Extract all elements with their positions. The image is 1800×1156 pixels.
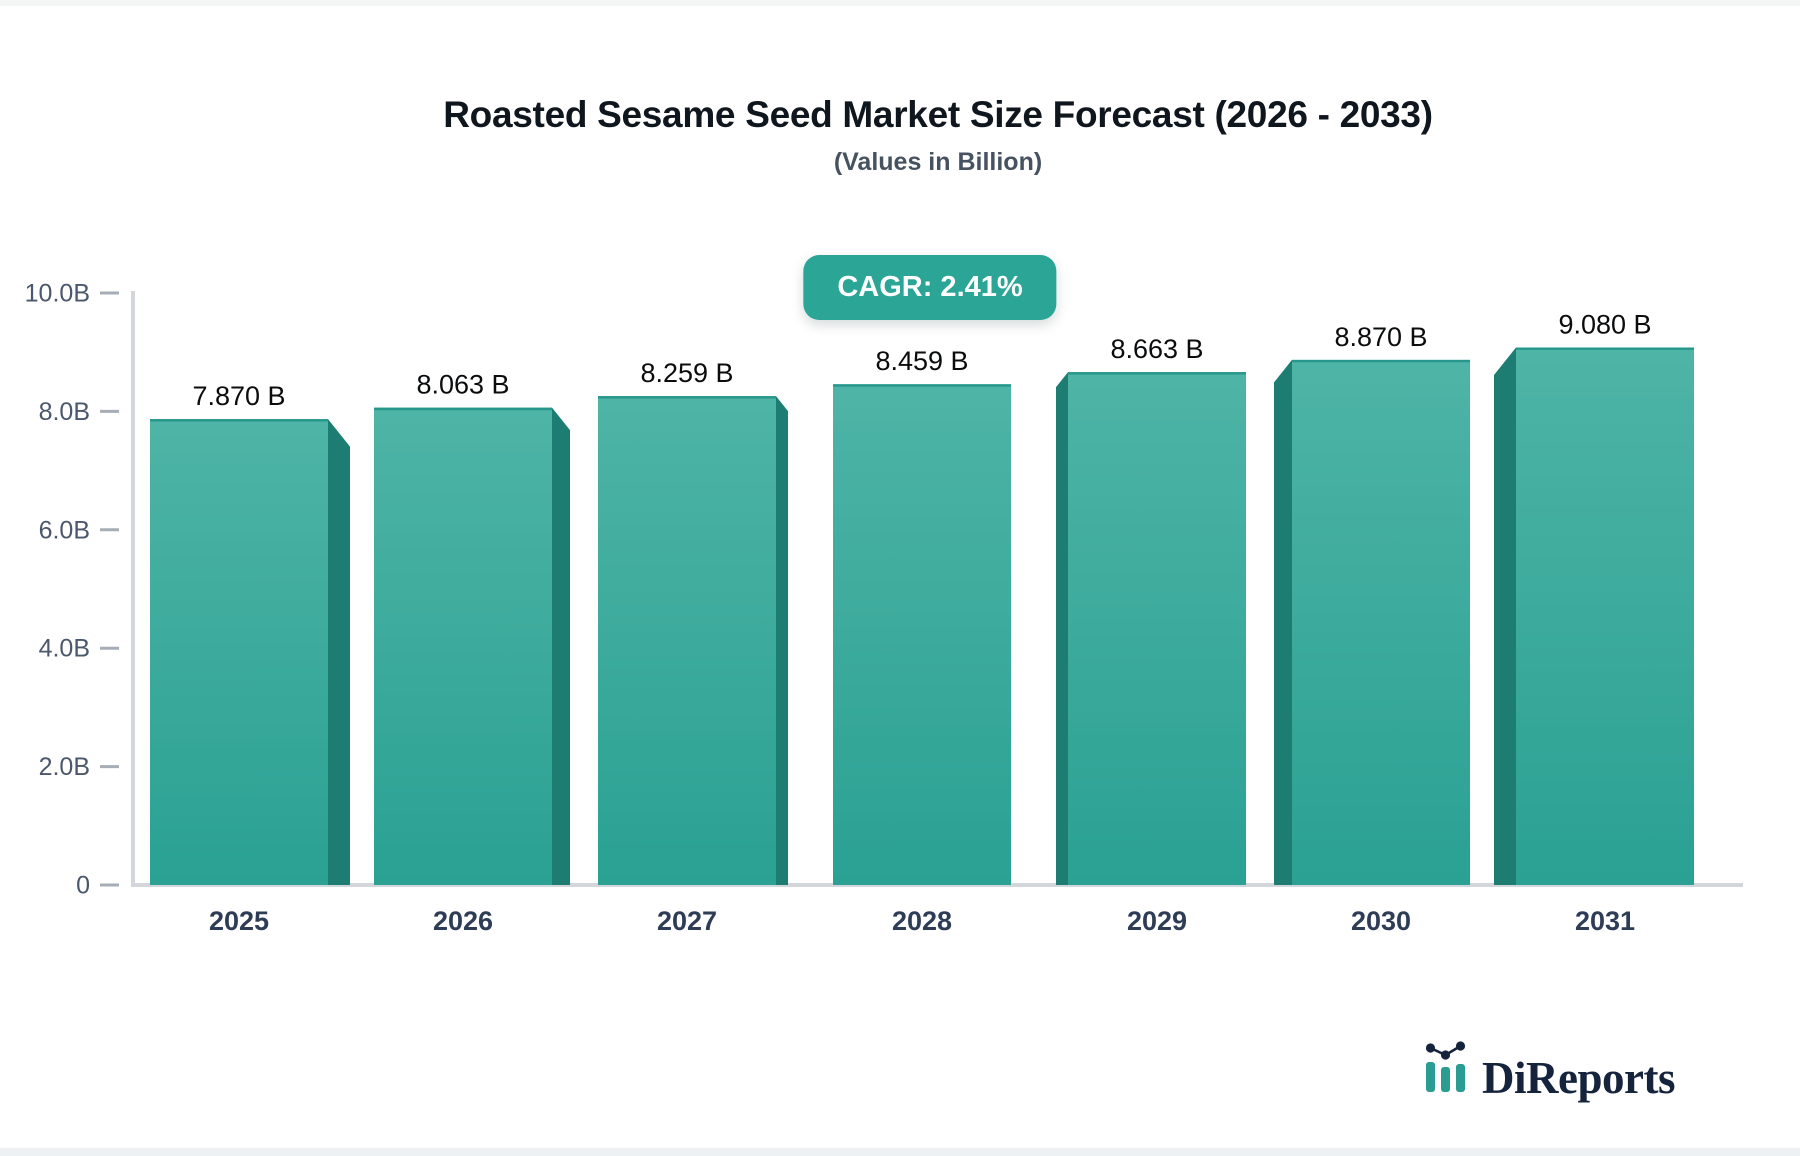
bar-side-panel bbox=[1056, 372, 1068, 885]
chart-title: Roasted Sesame Seed Market Size Forecast… bbox=[443, 94, 1433, 135]
x-axis-label: 2030 bbox=[1351, 906, 1411, 936]
x-axis-label: 2026 bbox=[433, 906, 493, 936]
bar-2028 bbox=[833, 384, 1011, 885]
bar-side-panel bbox=[1274, 359, 1292, 885]
bar-side-panel bbox=[1494, 347, 1516, 885]
y-axis-tick-label: 0 bbox=[76, 872, 90, 900]
y-axis-tick-label: 4.0B bbox=[39, 635, 90, 663]
bar-value-label: 7.870 B bbox=[192, 381, 285, 411]
bar-side-panel bbox=[552, 407, 570, 885]
bar-2027 bbox=[598, 396, 776, 885]
bar-value-label: 8.870 B bbox=[1334, 322, 1427, 352]
y-axis-tick-label: 8.0B bbox=[39, 398, 90, 426]
bar-value-label: 8.259 B bbox=[640, 358, 733, 388]
bar-side-panel bbox=[328, 419, 350, 885]
top-divider bbox=[0, 0, 1800, 6]
bar-value-label: 8.063 B bbox=[416, 370, 509, 400]
bar-side-panel bbox=[776, 396, 788, 885]
direports-logo: DiReports bbox=[1424, 1040, 1675, 1101]
x-axis-label: 2028 bbox=[892, 906, 952, 936]
bar-2029 bbox=[1068, 372, 1246, 885]
y-axis-tick-label: 2.0B bbox=[39, 753, 90, 781]
x-axis-label: 2027 bbox=[657, 906, 717, 936]
direports-logo-text: DiReports bbox=[1482, 1053, 1675, 1103]
bar-2030 bbox=[1292, 359, 1470, 885]
chart-subtitle: (Values in Billion) bbox=[833, 148, 1043, 176]
x-axis-label: 2025 bbox=[209, 906, 269, 936]
bar-2031 bbox=[1516, 347, 1694, 885]
bar-chart-trend-icon bbox=[1425, 1041, 1466, 1092]
bar-value-label: 9.080 B bbox=[1558, 309, 1651, 339]
x-axis-label: 2031 bbox=[1575, 906, 1635, 936]
bar-value-label: 8.459 B bbox=[875, 346, 968, 376]
cagr-badge: CAGR: 2.41% bbox=[803, 255, 1057, 320]
bar-2026 bbox=[374, 407, 552, 885]
bar-value-label: 8.663 B bbox=[1110, 334, 1203, 364]
y-axis-tick-label: 6.0B bbox=[39, 516, 90, 544]
x-axis-label: 2029 bbox=[1127, 906, 1187, 936]
y-axis-tick-label: 10.0B bbox=[25, 280, 90, 308]
bottom-divider bbox=[0, 1148, 1800, 1156]
bar-2025 bbox=[150, 419, 328, 885]
